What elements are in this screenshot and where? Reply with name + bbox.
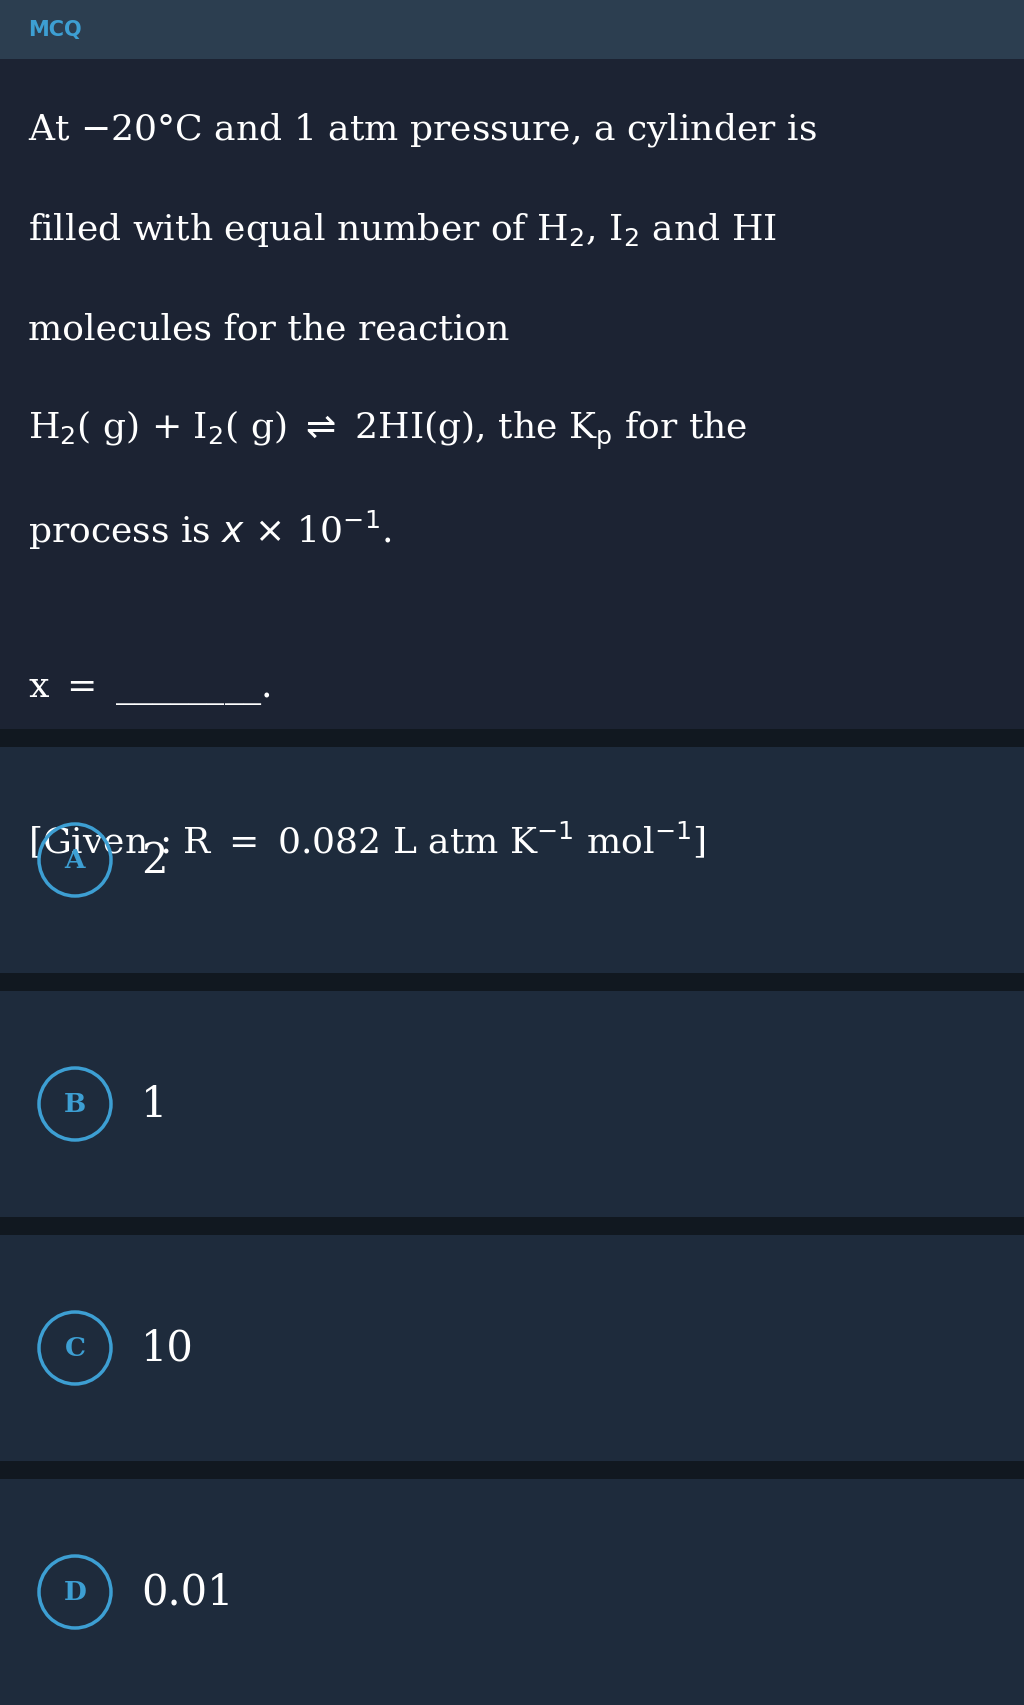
Text: 2: 2 [141,839,168,881]
Bar [0,0,1024,60]
Text: molecules for the reaction: molecules for the reaction [28,312,509,346]
Text: process is $x$ $\times$ 10$^{-1}$.: process is $x$ $\times$ 10$^{-1}$. [28,508,391,551]
Text: 1: 1 [141,1083,167,1125]
Bar [0,1236,1024,1461]
Bar [0,60,1024,730]
Bar [0,1461,1024,1480]
Bar [0,974,1024,991]
Text: [Given : R $=$ 0.082 L atm K$^{-1}$ mol$^{-1}$]: [Given : R $=$ 0.082 L atm K$^{-1}$ mol$… [28,818,706,859]
Text: At $-$20$\degree$C and 1 atm pressure, a cylinder is: At $-$20$\degree$C and 1 atm pressure, a… [28,111,816,148]
Text: MCQ: MCQ [28,20,82,39]
Bar [0,730,1024,747]
Text: D: D [63,1579,86,1604]
Bar [0,991,1024,1217]
Text: filled with equal number of H$_2$, I$_2$ and HI: filled with equal number of H$_2$, I$_2$… [28,211,777,249]
Text: B: B [63,1091,86,1117]
Text: A: A [65,847,85,873]
Text: 0.01: 0.01 [141,1570,233,1613]
Bar [0,747,1024,974]
Text: H$_2$( g) + I$_2$( g) $\rightleftharpoons$ 2HI(g), the K$_\mathrm{p}$ for the: H$_2$( g) + I$_2$( g) $\rightleftharpoon… [28,407,748,452]
Text: x $=$ ________.: x $=$ ________. [28,672,270,706]
Bar [0,1217,1024,1236]
Text: C: C [65,1335,85,1361]
Text: 10: 10 [141,1326,194,1369]
Bar [0,1480,1024,1705]
